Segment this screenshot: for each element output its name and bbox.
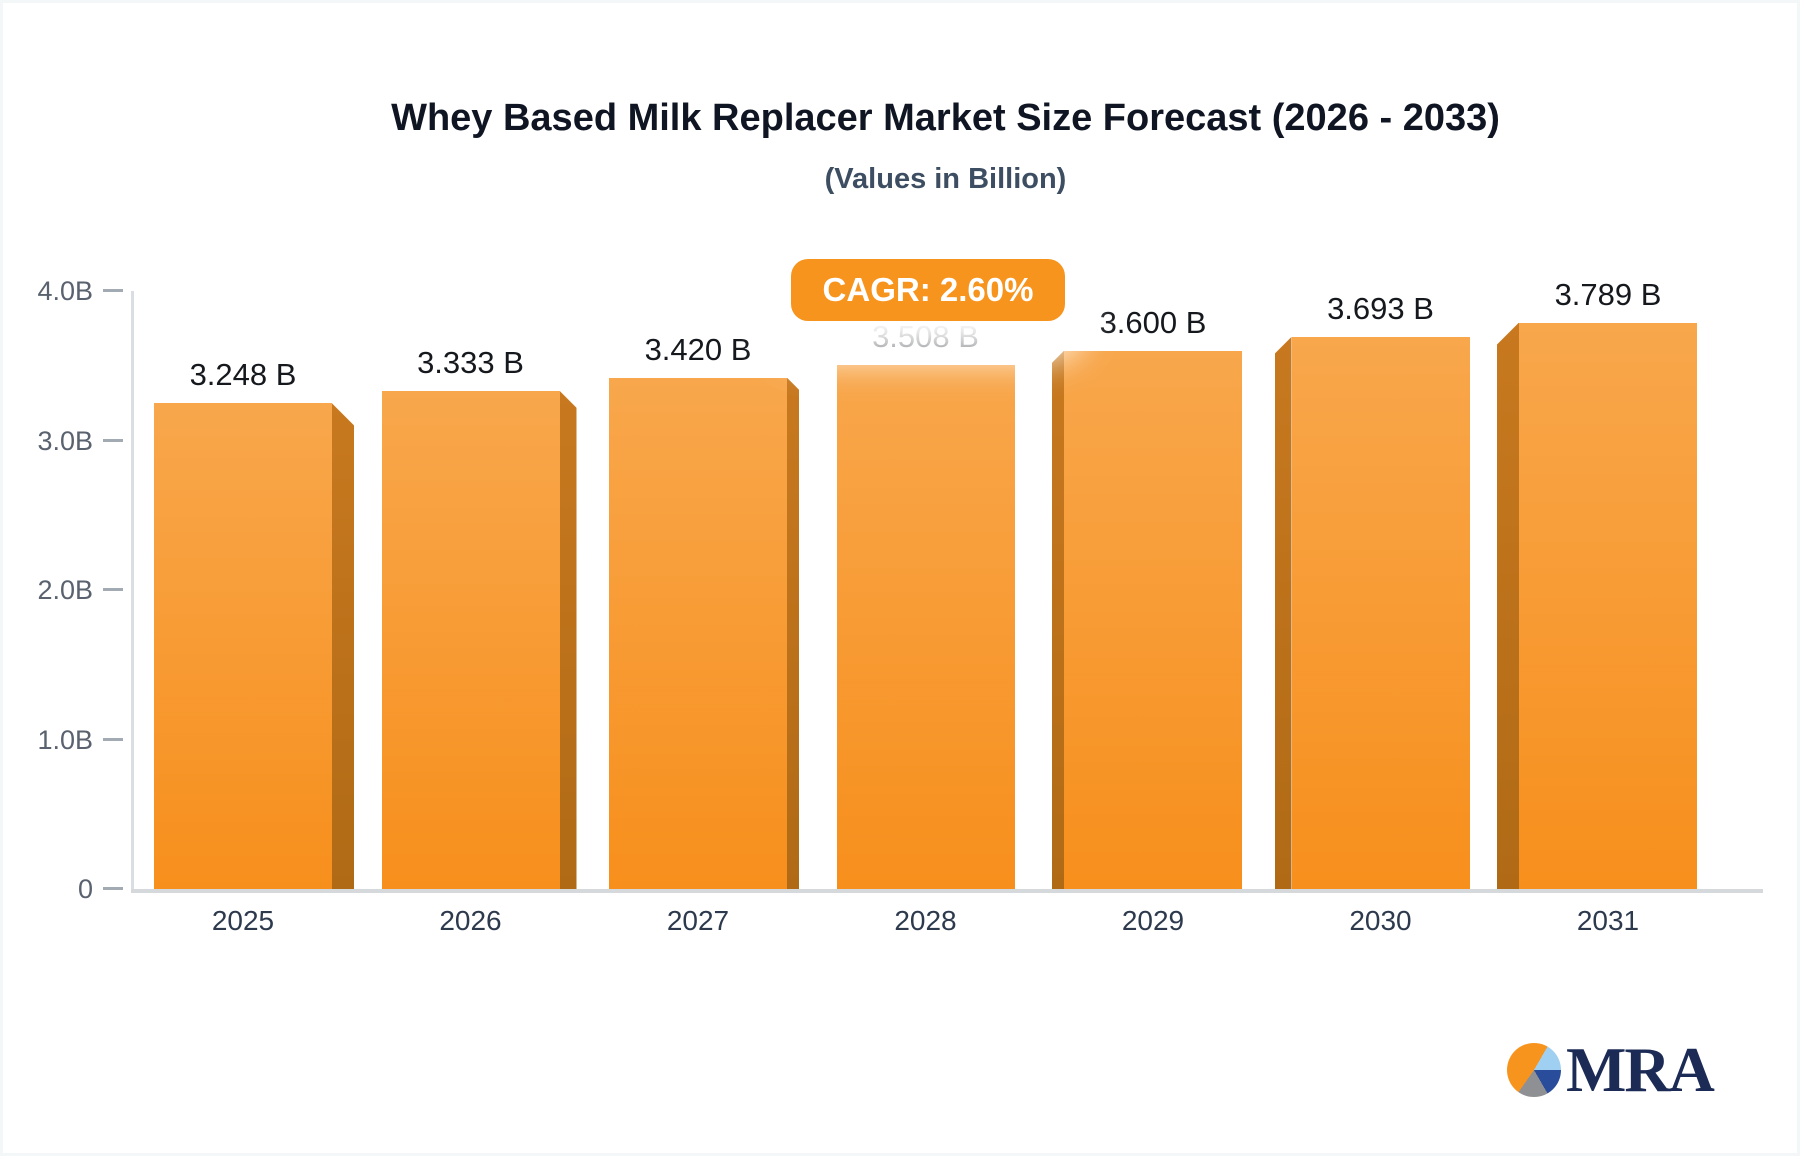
x-axis-line (131, 889, 1763, 893)
pie-chart-logo-icon (1507, 1043, 1561, 1097)
bar-3d-side (332, 403, 354, 889)
bar-3d-side (1497, 322, 1519, 889)
y-tick-label: 4.0B (37, 276, 93, 306)
bar-3d-side (559, 390, 577, 889)
y-tick-dash (103, 438, 123, 442)
bar-2031 (1519, 322, 1697, 889)
x-tick-label: 2025 (211, 905, 275, 936)
y-tick-dash (103, 887, 123, 890)
cagr-badge: CAGR: 2.60% (791, 259, 1065, 321)
bar-value-label: 3.248 B (189, 357, 297, 393)
y-tick-dash (103, 588, 123, 591)
y-tick-dash (103, 289, 123, 292)
logo-text: MRA (1566, 1034, 1715, 1105)
bar-value-label: 3.600 B (1099, 304, 1207, 340)
chart-title: Whey Based Milk Replacer Market Size For… (391, 97, 1500, 139)
bar-3d-side (1052, 350, 1064, 889)
bar-value-label: 3.789 B (1554, 276, 1662, 312)
y-axis-line (131, 291, 134, 890)
x-tick-label: 2030 (1349, 905, 1412, 936)
bar-value-label: 3.693 B (1327, 290, 1434, 326)
bar-2027 (609, 377, 787, 889)
y-tick-label: 1.0B (37, 724, 93, 755)
bar-value-label: 3.508 B (872, 318, 979, 354)
bar-2030 (1291, 336, 1470, 889)
y-tick-label: 3.0B (37, 425, 93, 456)
y-tick-label: 0 (77, 874, 93, 904)
bar-3d-side (787, 377, 799, 889)
bar-3d-side (1274, 336, 1292, 889)
bar-2028 (836, 364, 1015, 889)
mra-logo: MRA (1507, 1034, 1715, 1105)
x-tick-label: 2029 (1121, 905, 1185, 936)
bar-value-label: 3.420 B (644, 331, 752, 367)
x-tick-label: 2026 (439, 905, 502, 936)
bar-2026 (381, 390, 560, 889)
chart-subtitle: (Values in Billion) (824, 163, 1067, 195)
bar-2029 (1064, 350, 1242, 889)
y-tick-dash (103, 737, 123, 741)
bar-2025 (154, 403, 332, 889)
x-tick-label: 2027 (666, 905, 730, 936)
y-tick-label: 2.0B (37, 575, 93, 605)
x-tick-label: 2031 (1576, 905, 1640, 936)
x-tick-label: 2028 (894, 905, 957, 936)
bar-value-label: 3.333 B (417, 344, 524, 380)
